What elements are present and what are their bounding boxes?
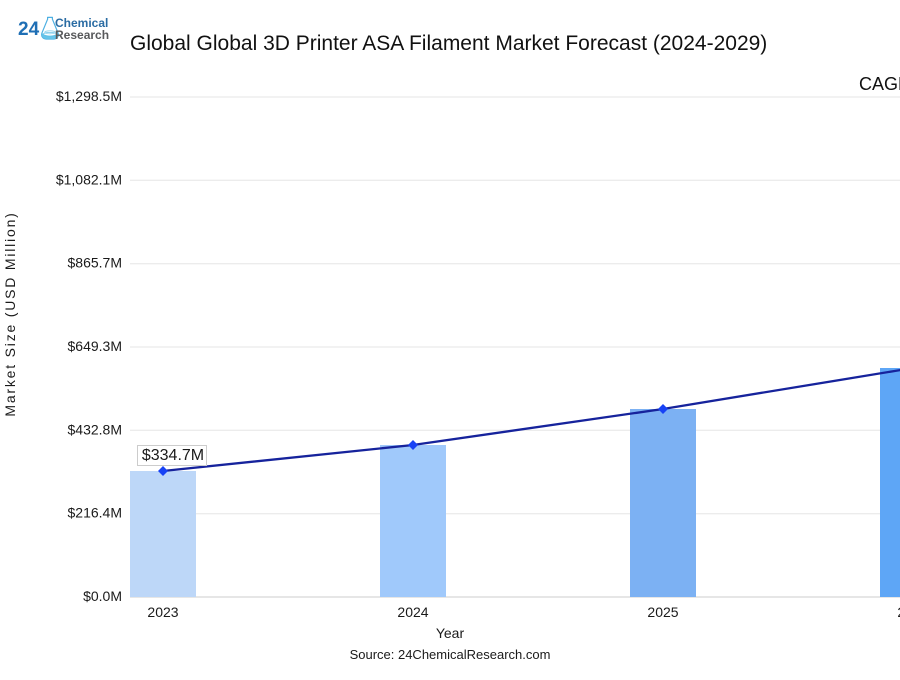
svg-text:$865.7M: $865.7M [68, 255, 122, 271]
svg-text:$0.0M: $0.0M [83, 588, 122, 604]
svg-text:2025: 2025 [647, 604, 678, 620]
svg-text:$1,298.5M: $1,298.5M [56, 88, 122, 104]
svg-text:$649.3M: $649.3M [68, 338, 122, 354]
svg-text:$1,082.1M: $1,082.1M [56, 171, 122, 187]
svg-text:$216.4M: $216.4M [68, 505, 122, 521]
svg-text:2023: 2023 [147, 604, 178, 620]
svg-text:2024: 2024 [397, 604, 428, 620]
svg-text:$432.8M: $432.8M [68, 421, 122, 437]
